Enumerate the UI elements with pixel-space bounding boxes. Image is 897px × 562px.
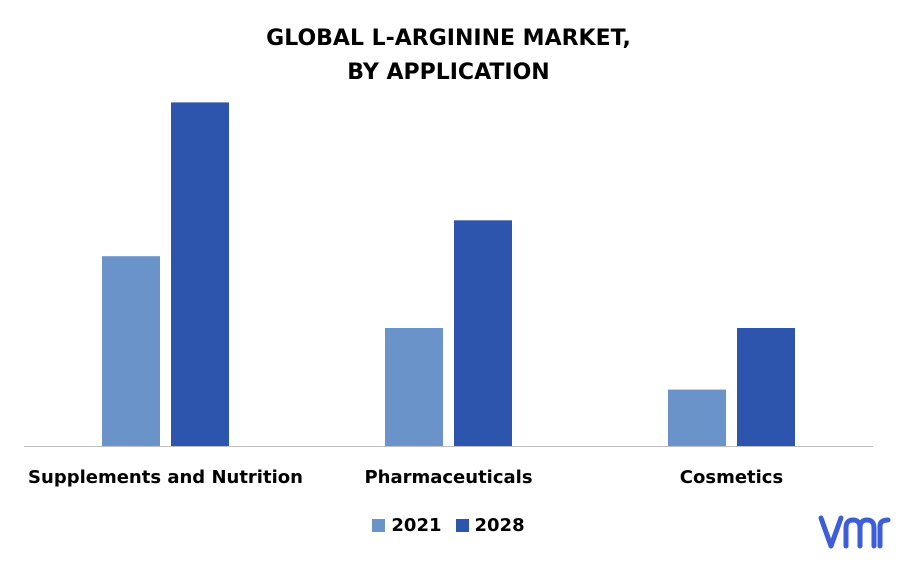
legend-label-2028: 2028 [474,515,525,536]
category-label: Supplements and Nutrition [28,467,303,488]
vmr-logo [818,515,891,549]
chart-title-line-1: GLOBAL L-ARGININE MARKET, [266,26,631,51]
chart-title: GLOBAL L-ARGININE MARKET, BY APPLICATION [0,22,897,90]
bar-2028-supplements-and-nutrition [171,102,229,447]
bar-2028-pharmaceuticals [454,220,512,446]
chart-title-line-2: BY APPLICATION [347,60,550,85]
legend-swatch-2028 [455,519,469,532]
category-label: Pharmaceuticals [364,467,532,488]
bar-2021-supplements-and-nutrition [102,256,160,446]
legend-label-2021: 2021 [391,515,442,536]
legend-item-2028: 2028 [455,515,525,536]
legend-item-2021: 2021 [372,515,442,536]
chart-legend: 2021 2028 [0,515,897,536]
bar-2028-cosmetics [737,328,795,446]
bar-2021-pharmaceuticals [385,328,443,446]
category-label: Cosmetics [680,467,783,488]
legend-swatch-2021 [372,519,386,532]
bar-2021-cosmetics [668,389,726,446]
